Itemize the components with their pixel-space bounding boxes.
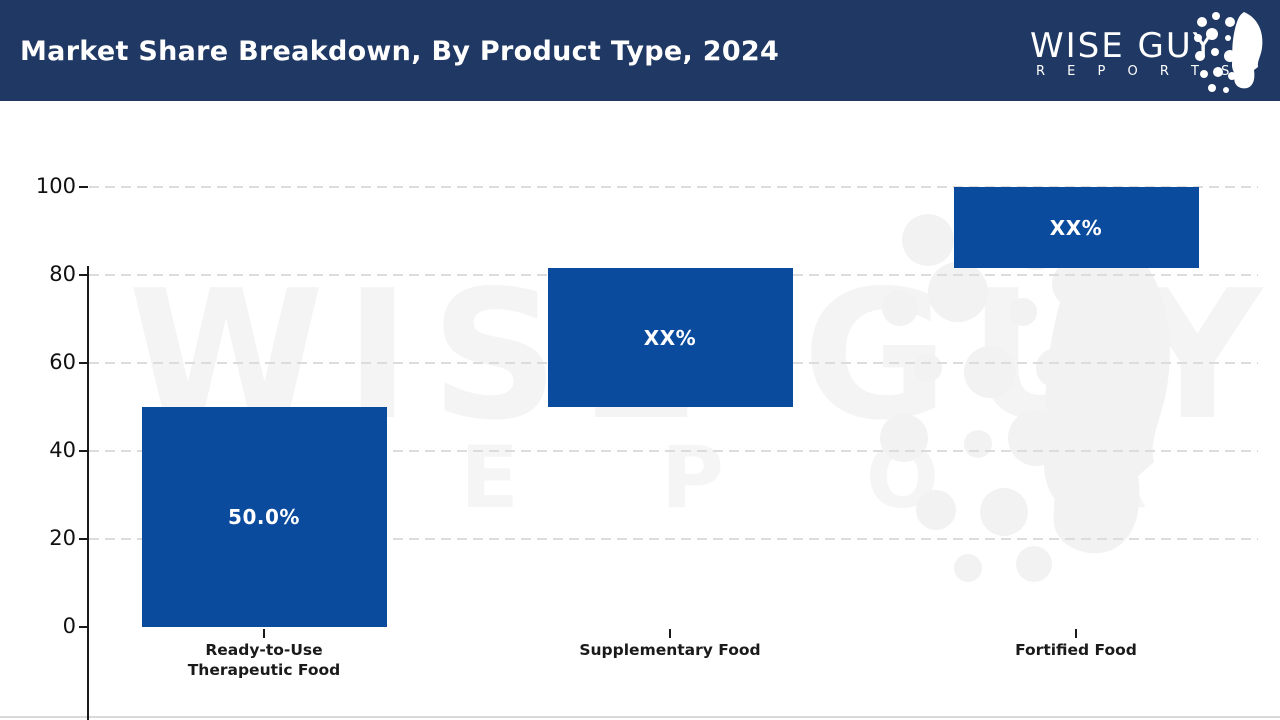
logo-face-icon [1194,12,1263,93]
bar-value-label: 50.0% [228,505,300,529]
x-category-label: Fortified Food [1015,641,1137,659]
gridline [89,450,1258,452]
y-tick-mark [79,450,88,452]
watermark-face-icon [880,206,1170,582]
x-tick-mark [263,629,265,638]
y-tick-mark [79,538,88,540]
chart-area [0,101,1280,720]
y-tick-label: 80 [49,262,76,286]
y-axis-spine [87,266,89,720]
x-category-label: Supplementary Food [579,641,761,659]
logo-reports-text: R E P O R T S [1036,64,1239,79]
bar-value-label: XX% [1049,215,1103,240]
x-tick-mark [1075,629,1077,638]
y-tick-label: 60 [49,350,76,374]
bar: XX% [547,268,793,407]
y-tick-mark [79,274,88,276]
y-tick-mark [79,186,88,188]
x-tick-mark [669,629,671,638]
logo-wordmark: WISE GUY [1030,26,1216,66]
y-tick-label: 100 [35,174,76,198]
gridline [89,538,1258,540]
y-tick-mark [79,362,88,364]
header-bar: Market Share Breakdown, By Product Type,… [0,0,1280,101]
y-tick-label: 40 [49,438,76,462]
bar-value-label: XX% [643,325,697,350]
y-tick-mark [79,626,88,628]
y-tick-label: 20 [49,526,76,550]
y-tick-label: 0 [62,614,76,638]
bar: XX% [953,187,1199,269]
bar: 50.0% [141,407,387,627]
bottom-border-line [0,716,1280,718]
brand-logo: WISE GUY R E P O R T S [1000,4,1266,98]
page-title: Market Share Breakdown, By Product Type,… [20,36,780,67]
gridline [89,186,1258,188]
x-category-label: Ready-to-Use Therapeutic Food [187,641,341,679]
